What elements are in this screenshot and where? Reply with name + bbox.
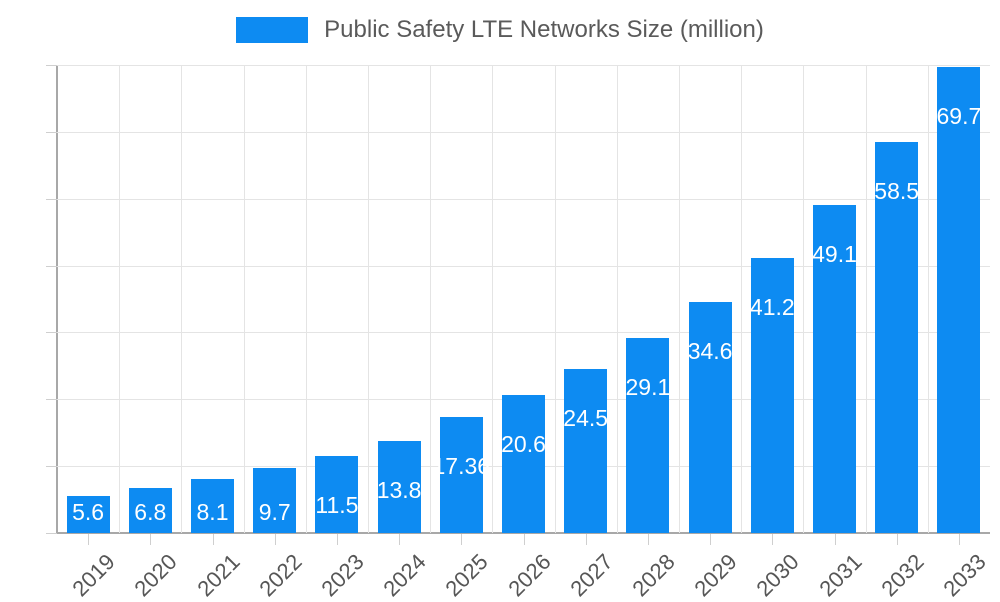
gridline-vertical (492, 65, 493, 533)
legend-label: Public Safety LTE Networks Size (million… (324, 16, 764, 43)
x-axis-tick-mark (586, 534, 587, 545)
x-axis-tick-mark (275, 534, 276, 545)
x-axis-tick-mark (959, 534, 960, 545)
bar-2032[interactable] (875, 141, 919, 533)
y-axis-tick-mark (46, 265, 57, 267)
bar-2024[interactable] (377, 440, 421, 533)
bar-2031[interactable] (813, 204, 856, 533)
x-axis-tick-mark (835, 534, 836, 545)
gridline-horizontal (57, 265, 990, 267)
gridline-vertical (928, 65, 929, 533)
gridline-vertical (617, 65, 618, 533)
gridline-vertical (306, 65, 307, 533)
x-axis-tick-label-2021: 2021 (191, 549, 245, 602)
bar-2027[interactable] (564, 369, 608, 533)
gridline-horizontal (57, 65, 990, 66)
gridline-vertical (181, 65, 182, 533)
x-axis-tick-mark (399, 534, 400, 545)
legend-color-swatch (236, 17, 309, 43)
gridline-vertical (430, 65, 431, 533)
gridline-vertical (555, 65, 556, 533)
gridline-vertical (741, 65, 742, 533)
bar-2021[interactable] (191, 478, 234, 533)
bar-2029[interactable] (688, 301, 732, 533)
gridline-horizontal (57, 332, 990, 334)
x-axis-tick-mark (461, 534, 462, 545)
x-axis-tick-mark (337, 534, 338, 545)
x-axis-tick-label-2022: 2022 (254, 549, 307, 602)
bar-2030[interactable] (750, 257, 794, 533)
bar-2020[interactable] (128, 487, 172, 533)
x-axis-tick-label-2029: 2029 (689, 549, 742, 602)
x-axis-tick-mark (88, 534, 89, 545)
y-axis-tick-mark (46, 65, 57, 66)
x-axis-tick-mark (897, 534, 898, 545)
x-axis-tick-label-2030: 2030 (751, 549, 804, 602)
x-axis-tick-label-2031: 2031 (813, 549, 867, 602)
x-axis-tick-label-2024: 2024 (378, 549, 431, 602)
gridline-vertical (803, 65, 804, 533)
x-axis-tick-mark (648, 534, 649, 545)
bar-2033[interactable] (937, 67, 981, 533)
x-axis-tick-label-2023: 2023 (316, 549, 369, 602)
gridline-vertical (119, 65, 120, 533)
x-axis-tick-mark (150, 534, 151, 545)
y-axis-tick-mark (46, 533, 57, 534)
x-axis-tick-label-2027: 2027 (565, 549, 618, 602)
bar-2025[interactable] (439, 416, 483, 533)
chart-legend: Public Safety LTE Networks Size (million… (0, 12, 1000, 48)
plot-area: 0102030405060705.620196.820208.120219.72… (46, 65, 991, 601)
x-axis-tick-label-2020: 2020 (129, 549, 182, 602)
bar-2028[interactable] (626, 338, 670, 533)
gridline-horizontal (57, 131, 990, 133)
x-axis-tick-label-2026: 2026 (502, 549, 556, 602)
y-axis-tick-mark (46, 198, 57, 200)
y-axis-tick-mark (46, 466, 57, 468)
x-axis-tick-label-2025: 2025 (440, 549, 493, 602)
y-axis-tick-mark (46, 332, 57, 334)
bar-2023[interactable] (315, 456, 359, 533)
x-axis-tick-mark (524, 534, 525, 545)
x-axis-tick-mark (772, 534, 773, 545)
y-axis-tick-mark (46, 399, 57, 401)
x-axis-tick-label-2032: 2032 (876, 549, 929, 602)
x-axis-tick-mark (710, 534, 711, 545)
gridline-vertical (679, 65, 680, 533)
gridline-vertical (244, 65, 245, 533)
gridline-vertical (866, 65, 867, 533)
gridline-vertical (368, 65, 369, 533)
y-axis-line (56, 65, 58, 534)
x-axis-tick-label-2028: 2028 (627, 549, 680, 602)
bar-2022[interactable] (253, 468, 297, 533)
y-axis-tick-mark (46, 131, 57, 133)
gridline-horizontal (57, 198, 990, 200)
bar-2026[interactable] (502, 395, 545, 533)
x-axis-tick-label-2019: 2019 (67, 549, 120, 602)
bar-2019[interactable] (66, 495, 110, 533)
x-axis-tick-label-2033: 2033 (938, 549, 991, 602)
x-axis-line (56, 532, 990, 534)
x-axis-tick-mark (213, 534, 214, 545)
